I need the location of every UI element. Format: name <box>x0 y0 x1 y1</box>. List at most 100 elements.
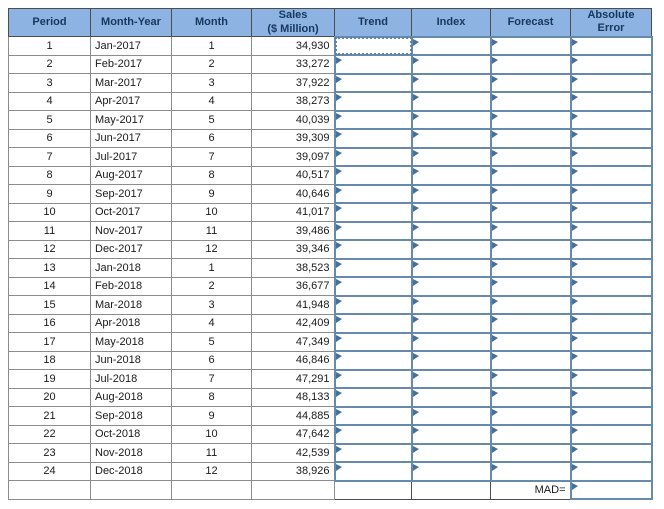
cell-abs-error[interactable] <box>569 239 653 260</box>
cell-trend[interactable] <box>333 276 413 297</box>
cell-month-year[interactable]: Dec-2018 <box>90 461 172 481</box>
cell-index[interactable] <box>410 442 492 463</box>
cell-sales[interactable]: 41,017 <box>251 202 335 222</box>
cell-sales[interactable]: 40,517 <box>251 165 335 185</box>
cell-month-year[interactable]: Nov-2017 <box>90 221 172 241</box>
cell-month-year[interactable]: Sep-2017 <box>90 184 172 204</box>
cell-month-year[interactable]: Feb-2018 <box>90 276 172 296</box>
cell-index[interactable] <box>410 35 492 56</box>
cell-sales[interactable]: 40,039 <box>251 110 335 130</box>
column-header-period[interactable]: Period <box>8 8 91 37</box>
cell-forecast[interactable] <box>489 72 572 93</box>
column-header-abs-error[interactable]: Absolute Error <box>570 8 652 37</box>
cell-trend[interactable] <box>333 183 413 204</box>
cell-sales[interactable]: 38,273 <box>251 91 335 111</box>
cell-index[interactable] <box>410 424 492 445</box>
cell-abs-error[interactable] <box>569 331 653 352</box>
cell-sales[interactable]: 42,539 <box>251 443 335 463</box>
cell-forecast[interactable] <box>489 183 572 204</box>
cell-month[interactable]: 12 <box>171 239 252 259</box>
cell-period[interactable]: 13 <box>8 258 91 278</box>
cell-abs-error[interactable] <box>569 220 653 241</box>
cell-forecast[interactable] <box>489 442 572 463</box>
cell-period[interactable]: 22 <box>8 424 91 444</box>
cell-sales[interactable]: 34,930 <box>251 36 335 56</box>
cell-index[interactable] <box>410 91 492 112</box>
cell-forecast[interactable] <box>489 128 572 149</box>
cell-month-year[interactable]: Apr-2017 <box>90 91 172 111</box>
cell-period[interactable]: 14 <box>8 276 91 296</box>
cell-index[interactable] <box>410 461 492 482</box>
cell-trend-empty[interactable] <box>334 480 412 500</box>
cell-trend[interactable] <box>333 146 413 167</box>
cell-trend[interactable] <box>333 387 413 408</box>
cell-month-year[interactable]: Mar-2017 <box>90 73 172 93</box>
cell-sales[interactable]: 46,846 <box>251 350 335 370</box>
cell-abs-error[interactable] <box>569 294 653 315</box>
cell-month[interactable]: 4 <box>171 313 252 333</box>
cell-forecast[interactable] <box>489 405 572 426</box>
cell-sales[interactable]: 33,272 <box>251 54 335 74</box>
cell-abs-error[interactable] <box>569 35 653 56</box>
cell-month-year[interactable]: Jul-2017 <box>90 147 172 167</box>
cell-sales[interactable]: 39,097 <box>251 147 335 167</box>
cell-period[interactable]: 5 <box>8 110 91 130</box>
column-header-trend[interactable]: Trend <box>334 8 412 37</box>
cell-month-year[interactable]: Dec-2017 <box>90 239 172 259</box>
cell-period[interactable]: 17 <box>8 332 91 352</box>
cell-trend[interactable] <box>333 424 413 445</box>
cell-forecast[interactable] <box>489 220 572 241</box>
cell-month[interactable]: 3 <box>171 295 252 315</box>
cell-index[interactable] <box>410 202 492 223</box>
cell-period[interactable]: 18 <box>8 350 91 370</box>
cell-month[interactable]: 8 <box>171 387 252 407</box>
cell-month-year[interactable]: May-2017 <box>90 110 172 130</box>
column-header-forecast[interactable]: Forecast <box>490 8 571 37</box>
cell-month-year[interactable]: Apr-2018 <box>90 313 172 333</box>
cell-month[interactable]: 8 <box>171 165 252 185</box>
cell-abs-error[interactable] <box>569 368 653 389</box>
cell-forecast[interactable] <box>489 35 572 56</box>
cell-month-year[interactable]: Jan-2017 <box>90 36 172 56</box>
cell-index[interactable] <box>410 368 492 389</box>
column-header-sales[interactable]: Sales ($ Million) <box>251 8 335 37</box>
cell-abs-error[interactable] <box>569 109 653 130</box>
cell-trend[interactable] <box>333 313 413 334</box>
cell-trend[interactable] <box>333 331 413 352</box>
cell-sales[interactable]: 40,646 <box>251 184 335 204</box>
cell-month-year[interactable]: Sep-2018 <box>90 406 172 426</box>
cell-month[interactable]: 10 <box>171 202 252 222</box>
cell-period[interactable]: 21 <box>8 406 91 426</box>
cell-trend[interactable] <box>333 239 413 260</box>
cell-month-year[interactable]: Jun-2017 <box>90 128 172 148</box>
cell-month[interactable]: 9 <box>171 406 252 426</box>
cell-abs-error[interactable] <box>569 442 653 463</box>
cell-forecast[interactable] <box>489 331 572 352</box>
cell-month-year[interactable]: Nov-2018 <box>90 443 172 463</box>
cell-month-year[interactable]: Mar-2018 <box>90 295 172 315</box>
cell-abs-error[interactable] <box>569 128 653 149</box>
cell-abs-error[interactable] <box>569 350 653 371</box>
cell-sales[interactable]: 48,133 <box>251 387 335 407</box>
cell-trend[interactable] <box>333 257 413 278</box>
cell-index[interactable] <box>410 387 492 408</box>
cell-month-year[interactable]: Aug-2017 <box>90 165 172 185</box>
cell-sales[interactable]: 47,349 <box>251 332 335 352</box>
cell-index[interactable] <box>410 220 492 241</box>
cell-forecast[interactable] <box>489 202 572 223</box>
cell-trend[interactable] <box>333 54 413 75</box>
cell-period[interactable]: 9 <box>8 184 91 204</box>
cell-sales[interactable]: 42,409 <box>251 313 335 333</box>
cell-period[interactable]: 4 <box>8 91 91 111</box>
cell-month[interactable]: 4 <box>171 91 252 111</box>
cell-sales[interactable]: 47,291 <box>251 369 335 389</box>
cell-trend[interactable] <box>333 128 413 149</box>
cell-forecast[interactable] <box>489 313 572 334</box>
cell-month[interactable]: 5 <box>171 110 252 130</box>
cell-forecast[interactable] <box>489 91 572 112</box>
cell-trend[interactable] <box>333 368 413 389</box>
cell-sales[interactable]: 39,346 <box>251 239 335 259</box>
cell-forecast[interactable] <box>489 54 572 75</box>
cell-abs-error[interactable] <box>569 424 653 445</box>
cell-sales[interactable]: 41,948 <box>251 295 335 315</box>
